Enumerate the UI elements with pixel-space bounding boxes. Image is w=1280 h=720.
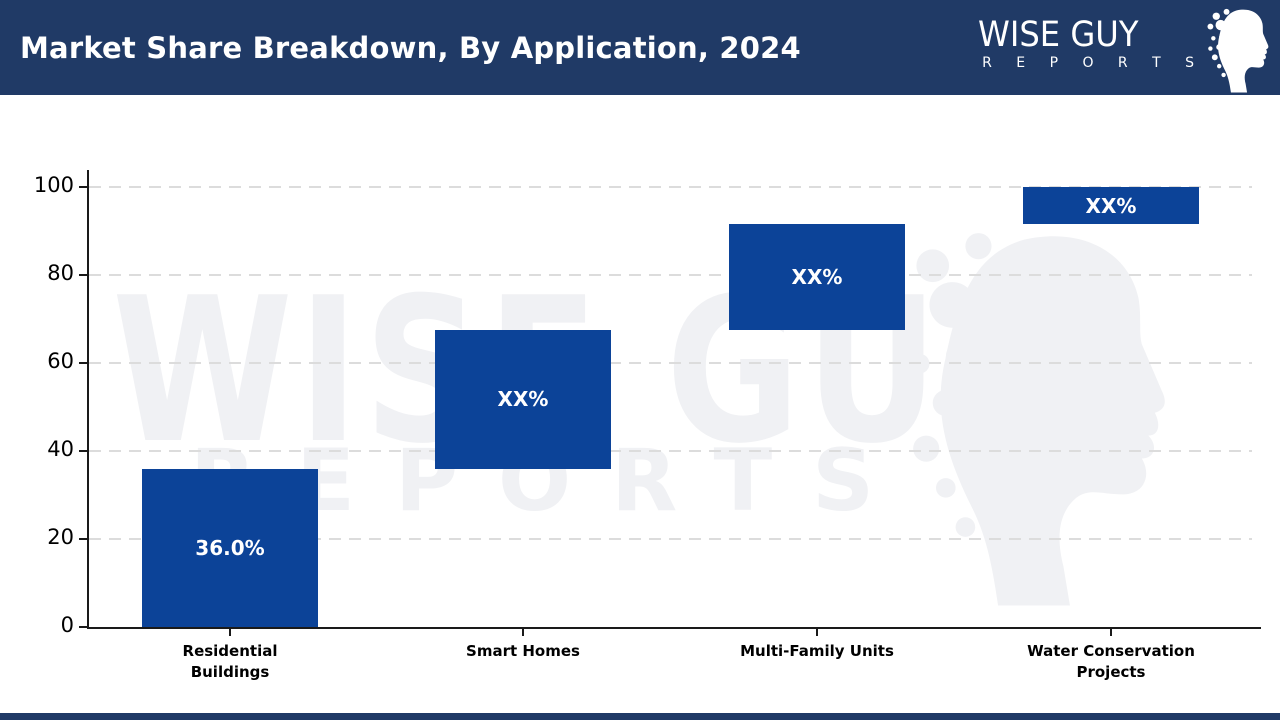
bar-value-label: XX% <box>1085 193 1137 218</box>
y-axis-tickmark <box>79 450 87 452</box>
bar-segment-3: XX% <box>729 224 905 330</box>
y-axis-tickmark <box>79 186 87 188</box>
bar-value-label: 36.0% <box>195 535 265 560</box>
brand-sub-text: R E P O R T S <box>982 55 1204 71</box>
x-axis-tickmark <box>816 628 818 636</box>
bar-segment-1: 36.0% <box>142 468 318 627</box>
footer-bar <box>0 713 1280 720</box>
x-axis-category-label: Water Conservation Projects <box>1027 642 1195 681</box>
gridline-y80 <box>89 274 1252 276</box>
bar-segment-2: XX% <box>435 330 611 469</box>
x-axis-tickmark <box>522 628 524 636</box>
x-axis-category-label: Residential Buildings <box>182 642 278 681</box>
brand-head-icon <box>1207 8 1269 93</box>
x-axis-tickmark <box>229 628 231 636</box>
x-axis-tickmark <box>1110 628 1112 636</box>
y-axis-tickmark <box>79 626 87 628</box>
y-axis-tick-label: 20 <box>47 525 74 549</box>
bar-segment-4: XX% <box>1023 187 1199 225</box>
brand-logo: WISE GUY R E P O R T S <box>978 0 1272 95</box>
y-axis-tick-label: 60 <box>47 349 74 373</box>
brand-wordmark: WISE GUY R E P O R T S <box>978 15 1204 72</box>
y-axis-tick-label: 40 <box>47 437 74 461</box>
x-axis-spine <box>87 627 1261 629</box>
watermark-head-logo <box>893 233 1165 606</box>
brand-name-text: WISE GUY <box>978 15 1139 55</box>
y-axis-tick-label: 80 <box>47 261 74 285</box>
gridline-y20 <box>89 538 1252 540</box>
y-axis-spine <box>87 170 89 629</box>
bar-value-label: XX% <box>791 265 843 290</box>
gridline-y40 <box>89 450 1252 452</box>
chart-title: Market Share Breakdown, By Application, … <box>20 30 801 65</box>
y-axis-tickmark <box>79 538 87 540</box>
y-axis-tick-label: 0 <box>60 613 74 637</box>
y-axis-tickmark <box>79 274 87 276</box>
bar-value-label: XX% <box>497 387 549 412</box>
y-axis-tickmark <box>79 362 87 364</box>
gridline-y60 <box>89 362 1252 364</box>
x-axis-category-label: Smart Homes <box>466 642 580 660</box>
gridline-y100 <box>89 186 1252 188</box>
header-bar: Market Share Breakdown, By Application, … <box>0 0 1280 95</box>
x-axis-category-label: Multi-Family Units <box>740 642 894 660</box>
y-axis-tick-label: 100 <box>33 173 74 197</box>
